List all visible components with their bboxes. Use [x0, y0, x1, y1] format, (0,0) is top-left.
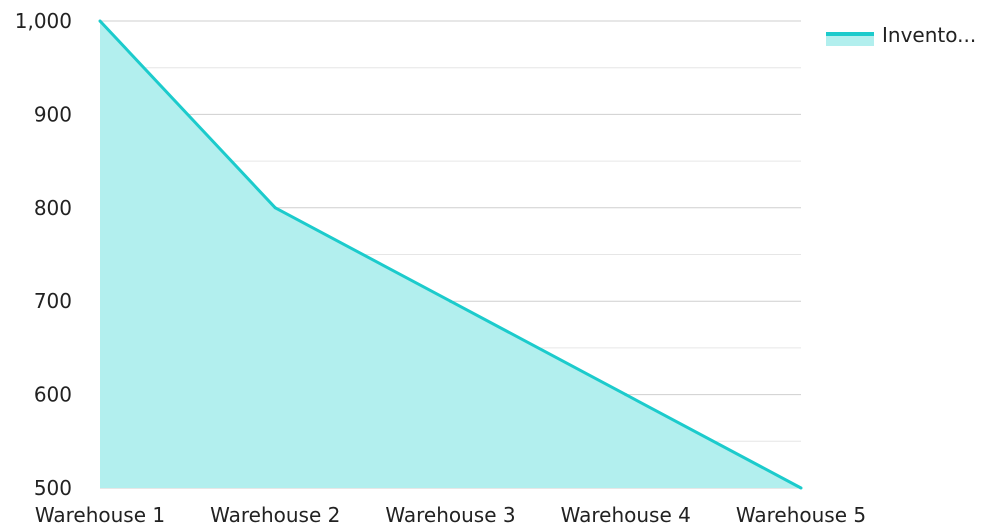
data-point[interactable] [98, 19, 102, 23]
x-tick-label: Warehouse 2 [210, 503, 340, 527]
data-point[interactable] [624, 393, 628, 397]
legend-label: Invento... [882, 23, 976, 47]
x-tick-label: Warehouse 3 [385, 503, 515, 527]
x-tick-label: Warehouse 5 [736, 503, 866, 527]
y-tick-label: 1,000 [15, 9, 72, 33]
data-point[interactable] [799, 486, 803, 490]
legend-swatch-fill [826, 34, 874, 46]
area-fill [100, 21, 801, 488]
x-axis-ticks: Warehouse 1 Warehouse 2 Warehouse 3 Warehou… [35, 503, 866, 527]
x-tick-label: Warehouse 1 [35, 503, 165, 527]
y-tick-label: 600 [34, 383, 72, 407]
data-point[interactable] [273, 206, 277, 210]
y-tick-label: 800 [34, 196, 72, 220]
y-tick-label: 700 [34, 289, 72, 313]
y-tick-label: 500 [34, 476, 72, 500]
y-axis-ticks: 500 600 700 800 900 1,000 [15, 9, 72, 500]
legend-swatch-line [826, 32, 874, 36]
y-tick-label: 900 [34, 102, 72, 126]
x-tick-label: Warehouse 4 [561, 503, 691, 527]
data-point[interactable] [449, 299, 452, 303]
series-area [98, 19, 803, 490]
legend[interactable]: Invento... [826, 23, 976, 47]
